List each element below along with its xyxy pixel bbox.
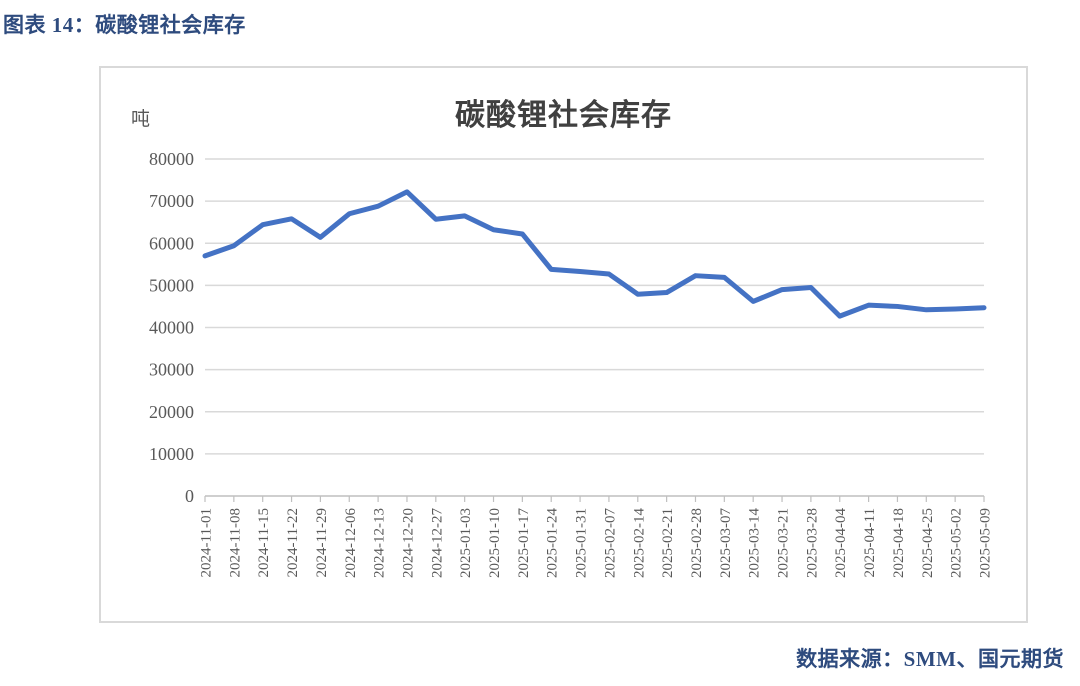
x-axis-label: 2025-01-10 [487,508,503,578]
figure-caption: 图表 14：碳酸锂社会库存 [3,13,246,37]
y-axis-label: 80000 [149,149,194,169]
y-axis-label: 0 [185,486,194,506]
plot-area: 0 10000 20000 30000 40000 50000 60000 70000 8000… [101,68,1026,621]
x-axis-label: 2024-11-29 [314,508,330,577]
x-axis-label: 2025-01-03 [458,508,474,578]
x-axis-label: 2025-04-04 [833,508,849,578]
x-axis-label: 2025-03-14 [747,508,763,578]
x-axis-label: 2024-11-15 [256,508,272,577]
x-axis-label: 2025-04-18 [891,508,907,578]
chart-svg: 0 10000 20000 30000 40000 50000 60000 70000 8000… [149,149,994,578]
x-axis-label: 2024-12-13 [372,508,388,578]
x-axis-label: 2025-02-07 [602,508,618,578]
y-axis-unit-label: 吨 [131,109,151,130]
y-axis-label: 50000 [149,275,194,295]
y-axis-label: 40000 [149,318,194,338]
x-axis-label: 2025-03-21 [776,508,792,578]
x-axis-label: 2025-05-09 [978,508,994,578]
chart-title: 碳酸锂社会库存 [455,99,672,132]
x-axis-label: 2025-01-17 [516,508,532,578]
x-axis-label: 2025-03-07 [718,508,734,578]
data-source-note: 数据来源：SMM、国元期货 [796,647,1064,671]
x-axis-label: 2025-01-31 [574,508,590,578]
data-line [202,189,987,319]
x-axis-label: 2025-02-14 [631,508,647,578]
x-axis-label: 2025-03-28 [804,508,820,578]
x-axis-label: 2024-11-22 [285,508,301,577]
chart-container: 0 10000 20000 30000 40000 50000 60000 70000 8000… [99,66,1028,623]
x-axis-label: 2024-12-20 [400,508,416,578]
x-axis-label: 2025-04-11 [862,508,878,577]
y-axis-label: 30000 [149,360,194,380]
x-axis-label: 2024-12-06 [343,508,359,578]
x-axis-label: 2024-12-27 [429,508,445,578]
x-axis-label: 2025-02-21 [660,508,676,578]
y-axis-label: 70000 [149,191,194,211]
x-axis-label: 2025-04-25 [920,508,936,578]
y-axis-label: 20000 [149,402,194,422]
x-axis-label: 2025-02-28 [689,508,705,578]
y-axis-label: 60000 [149,233,194,253]
x-axis-label: 2024-11-08 [227,508,243,577]
x-axis-label: 2025-05-02 [949,508,965,578]
x-axis-label: 2025-01-24 [545,508,561,578]
x-axis-label: 2024-11-01 [199,508,215,577]
y-axis-label: 10000 [149,444,194,464]
